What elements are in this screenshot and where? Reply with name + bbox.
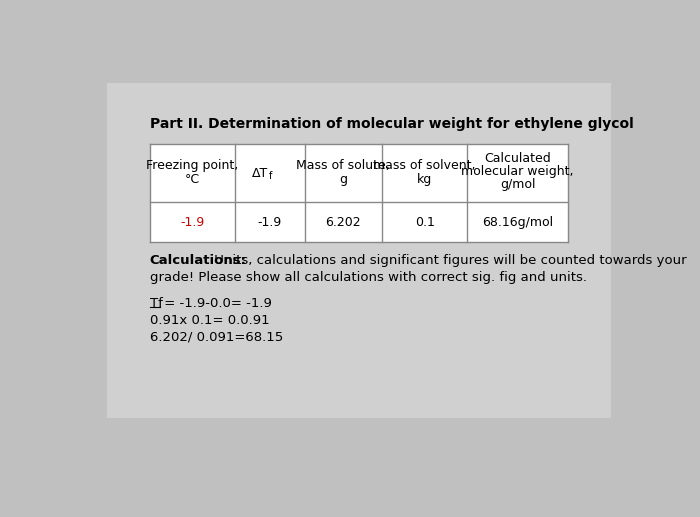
Text: 0.91x 0.1= 0.0.91: 0.91x 0.1= 0.0.91 bbox=[150, 314, 269, 327]
Text: Tf: Tf bbox=[150, 297, 162, 310]
Text: kg: kg bbox=[417, 173, 433, 186]
Text: grade! Please show all calculations with correct sig. fig and units.: grade! Please show all calculations with… bbox=[150, 271, 587, 284]
Text: Mass of solute,: Mass of solute, bbox=[296, 159, 390, 173]
FancyBboxPatch shape bbox=[107, 83, 610, 418]
Text: 6.202: 6.202 bbox=[326, 216, 361, 229]
Text: -1.9: -1.9 bbox=[180, 216, 204, 229]
Text: mass of solvent,: mass of solvent, bbox=[373, 159, 476, 173]
Text: = -1.9-0.0= -1.9: = -1.9-0.0= -1.9 bbox=[160, 297, 272, 310]
Text: -1.9: -1.9 bbox=[258, 216, 281, 229]
FancyBboxPatch shape bbox=[150, 144, 568, 242]
Text: 0.1: 0.1 bbox=[414, 216, 435, 229]
Text: Calculations:: Calculations: bbox=[150, 254, 246, 267]
Text: f: f bbox=[269, 171, 272, 181]
Text: g/mol: g/mol bbox=[500, 178, 536, 191]
Text: Part II. Determination of molecular weight for ethylene glycol: Part II. Determination of molecular weig… bbox=[150, 116, 634, 131]
Text: Units, calculations and significant figures will be counted towards your: Units, calculations and significant figu… bbox=[210, 254, 687, 267]
Text: °C: °C bbox=[185, 173, 200, 186]
Text: 68.16g/mol: 68.16g/mol bbox=[482, 216, 553, 229]
Text: 6.202/ 0.091=68.15: 6.202/ 0.091=68.15 bbox=[150, 331, 283, 344]
Text: Freezing point,: Freezing point, bbox=[146, 159, 238, 173]
Text: Calculated: Calculated bbox=[484, 152, 551, 165]
Text: molecular weight,: molecular weight, bbox=[461, 165, 574, 178]
Text: ΔT: ΔT bbox=[252, 167, 268, 180]
Text: g: g bbox=[340, 173, 347, 186]
